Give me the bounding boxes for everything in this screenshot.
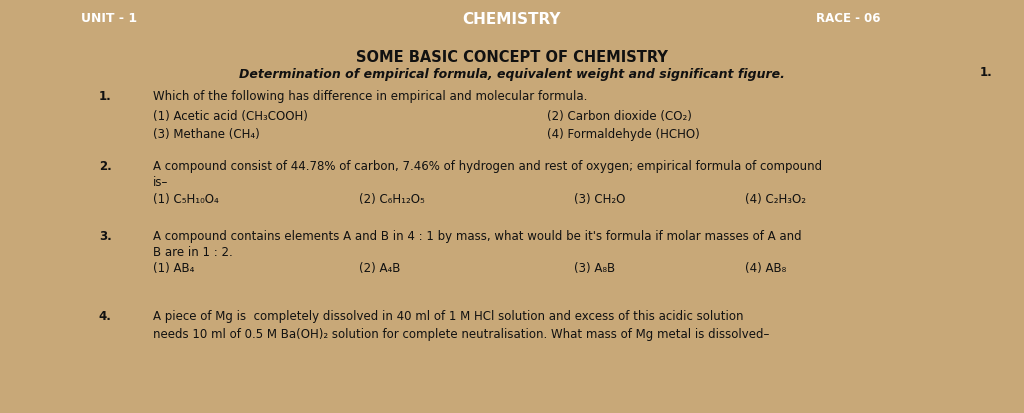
Text: CHEMISTRY: CHEMISTRY [462,12,561,26]
Text: 1.: 1. [979,66,992,79]
Text: (3) A₈B: (3) A₈B [574,261,615,274]
Text: (2) C₆H₁₂O₅: (2) C₆H₁₂O₅ [359,192,425,206]
Text: A compound contains elements A and B in 4 : 1 by mass, what would be it's formul: A compound contains elements A and B in … [153,230,802,242]
Text: (1) AB₄: (1) AB₄ [153,261,195,274]
Text: A compound consist of 44.78% of carbon, 7.46% of hydrogen and rest of oxygen; em: A compound consist of 44.78% of carbon, … [153,159,822,173]
Text: (4) C₂H₃O₂: (4) C₂H₃O₂ [744,192,806,206]
Text: 3.: 3. [99,230,112,242]
Text: RACE - 06: RACE - 06 [816,12,881,26]
Text: (2) A₄B: (2) A₄B [359,261,400,274]
Text: Determination of empirical formula, equivalent weight and significant figure.: Determination of empirical formula, equi… [239,68,784,81]
Text: (3) Methane (CH₄): (3) Methane (CH₄) [153,128,259,141]
Text: (4) AB₈: (4) AB₈ [744,261,786,274]
Text: (1) Acetic acid (CH₃COOH): (1) Acetic acid (CH₃COOH) [153,110,307,123]
Text: is–: is– [153,176,168,189]
Text: A piece of Mg is  completely dissolved in 40 ml of 1 M HCl solution and excess o: A piece of Mg is completely dissolved in… [153,309,743,322]
Text: (3) CH₂O: (3) CH₂O [574,192,626,206]
Text: 1.: 1. [99,90,112,103]
Text: B are in 1 : 2.: B are in 1 : 2. [153,245,232,259]
Text: Which of the following has difference in empirical and molecular formula.: Which of the following has difference in… [153,90,587,103]
Text: 2.: 2. [99,159,112,173]
Text: 4.: 4. [99,309,112,322]
Text: (4) Formaldehyde (HCHO): (4) Formaldehyde (HCHO) [548,128,700,141]
Text: (2) Carbon dioxide (CO₂): (2) Carbon dioxide (CO₂) [548,110,692,123]
Text: needs 10 ml of 0.5 M Ba(OH)₂ solution for complete neutralisation. What mass of : needs 10 ml of 0.5 M Ba(OH)₂ solution fo… [153,327,769,340]
Text: SOME BASIC CONCEPT OF CHEMISTRY: SOME BASIC CONCEPT OF CHEMISTRY [355,50,668,65]
Text: (1) C₅H₁₀O₄: (1) C₅H₁₀O₄ [153,192,218,206]
Text: UNIT - 1: UNIT - 1 [81,12,137,26]
